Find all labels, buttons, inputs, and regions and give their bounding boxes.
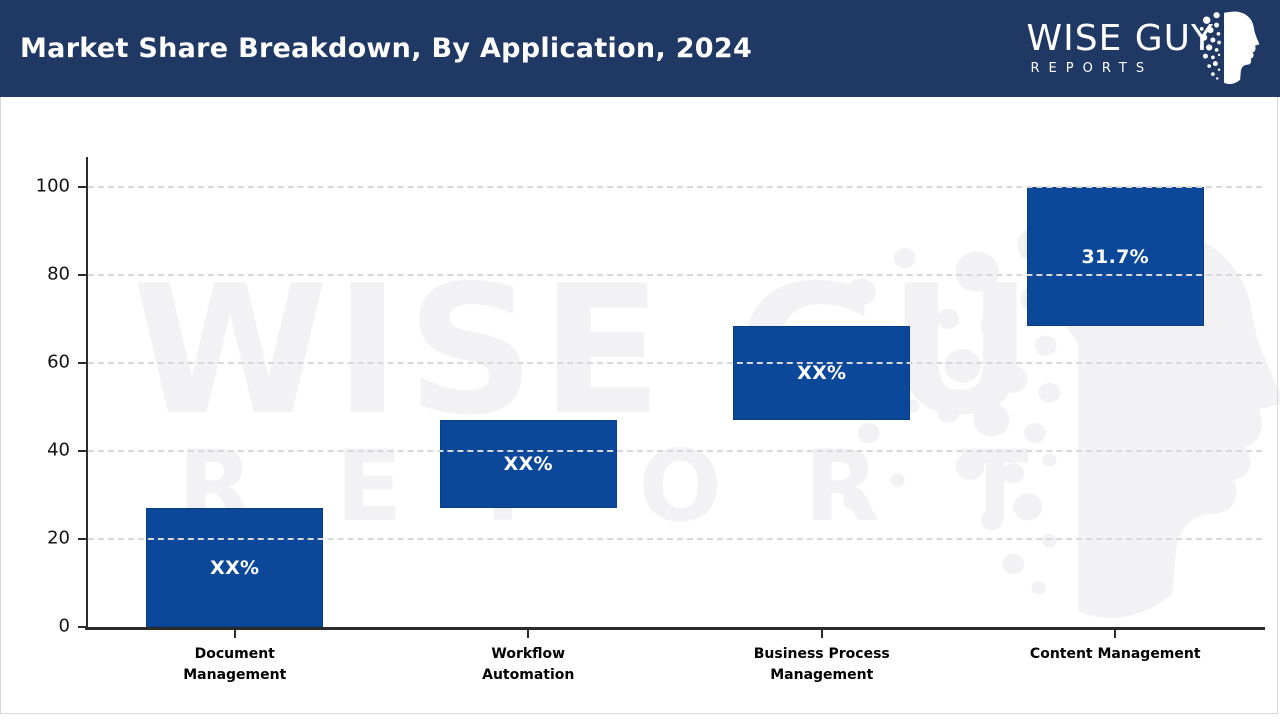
y-tick-20 <box>78 538 88 540</box>
x-axis-line <box>85 627 1265 630</box>
gridline-40 <box>88 450 1262 452</box>
logo-text: WISE GUY REPORTS <box>1026 18 1215 77</box>
wiseguy-face-icon <box>1199 10 1260 84</box>
gridline-20 <box>88 538 1262 540</box>
bar-document-management: XX% <box>146 508 324 627</box>
wiseguy-logo: WISE GUY REPORTS <box>1027 10 1261 88</box>
y-axis-line <box>86 157 88 630</box>
chart-title: Market Share Breakdown, By Application, … <box>20 33 753 64</box>
y-tick-60 <box>78 362 88 364</box>
bar-value-label: XX% <box>797 362 847 385</box>
y-tick-100 <box>78 186 88 188</box>
y-tick-label-100: 100 <box>35 175 70 197</box>
plot-area: 0 20 40 60 80 100 XX% Document Management XX% Wor… <box>36 177 1262 683</box>
x-label-document-management: Document Management <box>183 646 287 683</box>
watermark-subtitle: R E P O R T S <box>178 430 1206 544</box>
x-tick-document-management <box>233 630 236 638</box>
bar-content-management: 31.7% <box>1026 187 1204 327</box>
x-label-business-process-management: Business Process Management <box>753 646 890 683</box>
x-tick-workflow-automation <box>527 630 530 638</box>
x-tick-business-process-management <box>820 630 823 638</box>
header-bar: Market Share Breakdown, By Application, … <box>0 0 1280 97</box>
logo-subtitle: REPORTS <box>1030 61 1154 76</box>
y-tick-label-20: 20 <box>47 527 70 549</box>
x-label-content-management: Content Management <box>1029 646 1201 662</box>
bar-value-label: 31.7% <box>1081 245 1149 268</box>
x-label-workflow-automation: Workflow Automation <box>482 646 575 683</box>
y-tick-0 <box>78 626 88 628</box>
bar-business-process-management: XX% <box>733 326 911 421</box>
gridline-80 <box>88 274 1262 276</box>
gridline-100 <box>88 186 1262 188</box>
bar-workflow-automation: XX% <box>439 420 617 509</box>
y-tick-40 <box>78 450 88 452</box>
y-tick-80 <box>78 274 88 276</box>
y-tick-label-80: 80 <box>47 263 70 285</box>
bar-value-label: XX% <box>503 453 553 476</box>
x-tick-content-management <box>1114 630 1117 638</box>
logo-wordmark: WISE GUY <box>1026 18 1214 59</box>
bar-value-label: XX% <box>210 556 260 579</box>
gridline-60 <box>88 362 1262 364</box>
y-tick-label-40: 40 <box>47 439 70 461</box>
y-tick-label-0: 0 <box>58 615 70 637</box>
y-tick-label-60: 60 <box>47 351 70 373</box>
